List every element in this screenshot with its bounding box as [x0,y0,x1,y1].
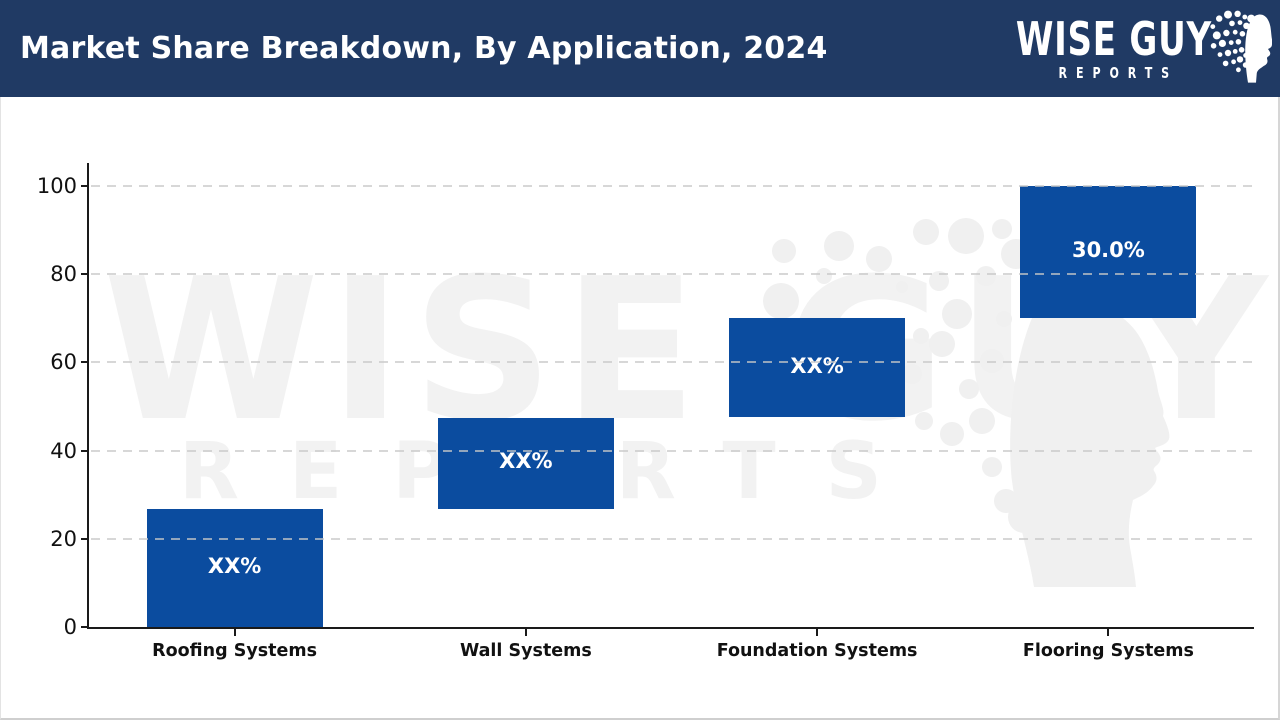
logo-secondary-text: REPORTS [1058,63,1179,82]
page-title: Market Share Breakdown, By Application, … [20,31,828,66]
wiseguy-logo-text: WISE GUY REPORTS [1016,16,1212,82]
x-tick-label: Roofing Systems [152,641,318,661]
x-tick-mark [233,629,236,636]
logo-primary-text: WISE GUY [1016,11,1212,66]
y-tick-mark [81,185,89,187]
y-tick-label: 40 [50,438,77,463]
chart-plot-area: XX% Roofing Systems XX% Wall Systems XX% Foun… [1,97,1278,718]
y-tick-mark [81,537,89,540]
x-tick-label: Foundation Systems [716,641,918,661]
x-tick-mark [1107,629,1110,636]
watermark-face-icon [763,218,1170,587]
x-axis-spine [87,627,1254,629]
wiseguy-face-icon [1210,10,1272,83]
bar-flooring-systems: 30.0% [1020,186,1197,319]
y-tick-mark [81,626,89,628]
bar-roofing-systems: XX% [146,508,323,627]
gridline-40 [91,449,1254,452]
bar-foundation-systems: XX% [729,318,906,418]
bar-value-label: XX% [790,353,844,378]
x-tick-label: Wall Systems [459,641,592,661]
bar-value-label: XX% [207,553,262,578]
y-tick-mark [81,273,89,276]
y-tick-label: 80 [50,262,77,287]
y-tick-label: 20 [50,526,77,551]
x-tick-mark [816,629,819,636]
y-axis-spine [87,163,89,629]
x-tick-label: Flooring Systems [1022,641,1194,661]
wiseguy-logo: WISE GUY REPORTS [947,0,1272,97]
bar-value-label: XX% [499,449,553,474]
x-tick-mark [524,629,527,636]
chart-canvas: WISE GUY REPORTS XX%Roofing SystemsXX%Wa… [0,97,1280,720]
gridline-100 [91,185,1254,187]
y-tick-label: 0 [63,615,77,639]
y-tick-mark [81,449,89,452]
bar-wall-systems: XX% [437,417,614,509]
y-tick-label: 100 [36,174,77,198]
y-tick-label: 60 [50,350,77,375]
report-header: Market Share Breakdown, By Application, … [0,0,1280,97]
gridline-20 [91,537,1254,540]
bar-value-label: 30.0% [1071,238,1145,263]
y-tick-mark [81,361,89,364]
gridline-80 [91,273,1254,276]
gridline-60 [91,361,1254,364]
